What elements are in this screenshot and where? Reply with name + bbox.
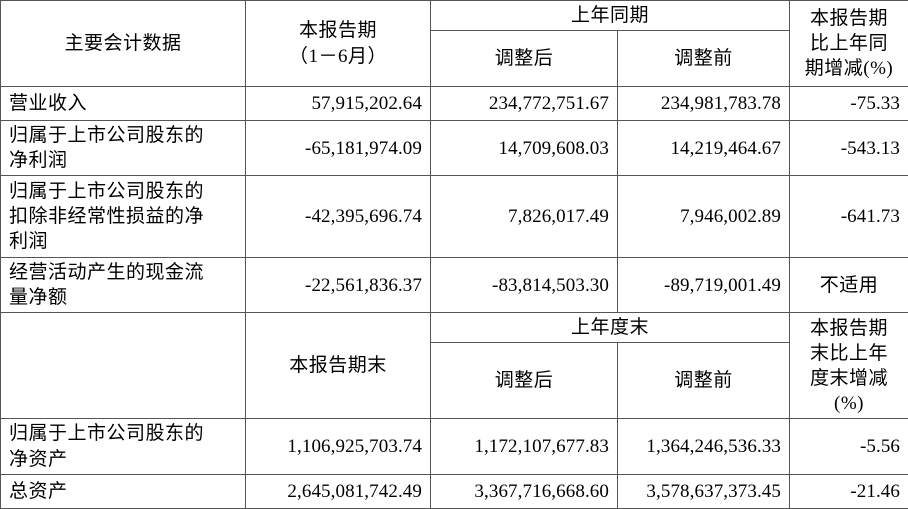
row-label-line: 经营活动产生的现金流: [9, 260, 237, 285]
row-label-line: 营业收入: [9, 91, 237, 116]
row-label: 经营活动产生的现金流 量净额: [1, 258, 246, 313]
row-label: 归属于上市公司股东的 净资产: [1, 419, 246, 474]
header-change-column: 本报告期 比上年同 期增减(%): [790, 1, 908, 87]
cell-prior-adjusted: 3,367,716,668.60: [431, 474, 618, 508]
row-label-line: 量净额: [9, 285, 237, 310]
header2-change-line2: 末比上年: [798, 341, 900, 366]
cell-prior-adjusted: 1,172,107,677.83: [431, 419, 618, 474]
cell-current-period: -65,181,974.09: [246, 121, 431, 176]
header2-current-period-end: 本报告期末: [246, 313, 431, 419]
header2-prior-before: 调整前: [618, 343, 790, 419]
table-row: 归属于上市公司股东的 净利润 -65,181,974.09 14,709,608…: [1, 121, 908, 176]
table-row: 经营活动产生的现金流 量净额 -22,561,836.37 -83,814,50…: [1, 258, 908, 313]
header-prior-period-group: 上年同期: [431, 1, 790, 31]
header-prior-adjusted: 调整后: [431, 31, 618, 87]
row-label: 营业收入: [1, 87, 246, 121]
header-current-period-line1: 本报告期: [254, 18, 422, 43]
row-label-line: 净资产: [9, 447, 237, 472]
table-row: 归属于上市公司股东的 扣除非经常性损益的净 利润 -42,395,696.74 …: [1, 176, 908, 258]
header-row-1-top: 主要会计数据 本报告期 （1－6月） 上年同期 本报告期 比上年同 期增减(%): [1, 1, 908, 31]
header2-change-line4: (%): [798, 391, 900, 416]
cell-change: -543.13: [790, 121, 908, 176]
cell-current-period-end: 1,106,925,703.74: [246, 419, 431, 474]
cell-prior-before: 7,946,002.89: [618, 176, 790, 258]
header-change-line3: 期增减(%): [798, 56, 900, 81]
row-label-line: 利润: [9, 229, 237, 254]
cell-prior-before: 234,981,783.78: [618, 87, 790, 121]
cell-change: -5.56: [790, 419, 908, 474]
cell-prior-adjusted: 234,772,751.67: [431, 87, 618, 121]
header-change-line2: 比上年同: [798, 31, 900, 56]
header-prior-before: 调整前: [618, 31, 790, 87]
header-row-2-top: 本报告期末 上年度末 本报告期 末比上年 度末增减 (%): [1, 313, 908, 343]
row-label-line: 归属于上市公司股东的: [9, 421, 237, 446]
cell-change: -75.33: [790, 87, 908, 121]
row-label: 归属于上市公司股东的 扣除非经常性损益的净 利润: [1, 176, 246, 258]
cell-prior-adjusted: 14,709,608.03: [431, 121, 618, 176]
cell-change: 不适用: [790, 258, 908, 313]
table-row: 营业收入 57,915,202.64 234,772,751.67 234,98…: [1, 87, 908, 121]
cell-current-period: -22,561,836.37: [246, 258, 431, 313]
header2-change-column: 本报告期 末比上年 度末增减 (%): [790, 313, 908, 419]
row-label-line: 净利润: [9, 148, 237, 173]
cell-prior-before: 3,578,637,373.45: [618, 474, 790, 508]
cell-current-period: 57,915,202.64: [246, 87, 431, 121]
cell-current-period-end: 2,645,081,742.49: [246, 474, 431, 508]
cell-prior-before: 1,364,246,536.33: [618, 419, 790, 474]
header-current-period-line2: （1－6月）: [254, 44, 422, 69]
header2-change-line3: 度末增减: [798, 366, 900, 391]
cell-prior-before: 14,219,464.67: [618, 121, 790, 176]
header2-prior-year-end-group: 上年度末: [431, 313, 790, 343]
row-label-line: 扣除非经常性损益的净: [9, 204, 237, 229]
table-row: 归属于上市公司股东的 净资产 1,106,925,703.74 1,172,10…: [1, 419, 908, 474]
row-label: 归属于上市公司股东的 净利润: [1, 121, 246, 176]
cell-prior-adjusted: 7,826,017.49: [431, 176, 618, 258]
header2-prior-adjusted: 调整后: [431, 343, 618, 419]
cell-prior-adjusted: -83,814,503.30: [431, 258, 618, 313]
cell-change: -21.46: [790, 474, 908, 508]
header-current-period: 本报告期 （1－6月）: [246, 1, 431, 87]
row-label-line: 归属于上市公司股东的: [9, 123, 237, 148]
row-label-line: 归属于上市公司股东的: [9, 179, 237, 204]
header2-label-column: [1, 313, 246, 419]
header-label-column: 主要会计数据: [1, 1, 246, 87]
table-row: 总资产 2,645,081,742.49 3,367,716,668.60 3,…: [1, 474, 908, 508]
row-label: 总资产: [1, 474, 246, 508]
header-change-line1: 本报告期: [798, 6, 900, 31]
cell-change: -641.73: [790, 176, 908, 258]
cell-prior-before: -89,719,001.49: [618, 258, 790, 313]
cell-current-period: -42,395,696.74: [246, 176, 431, 258]
header2-change-line1: 本报告期: [798, 316, 900, 341]
